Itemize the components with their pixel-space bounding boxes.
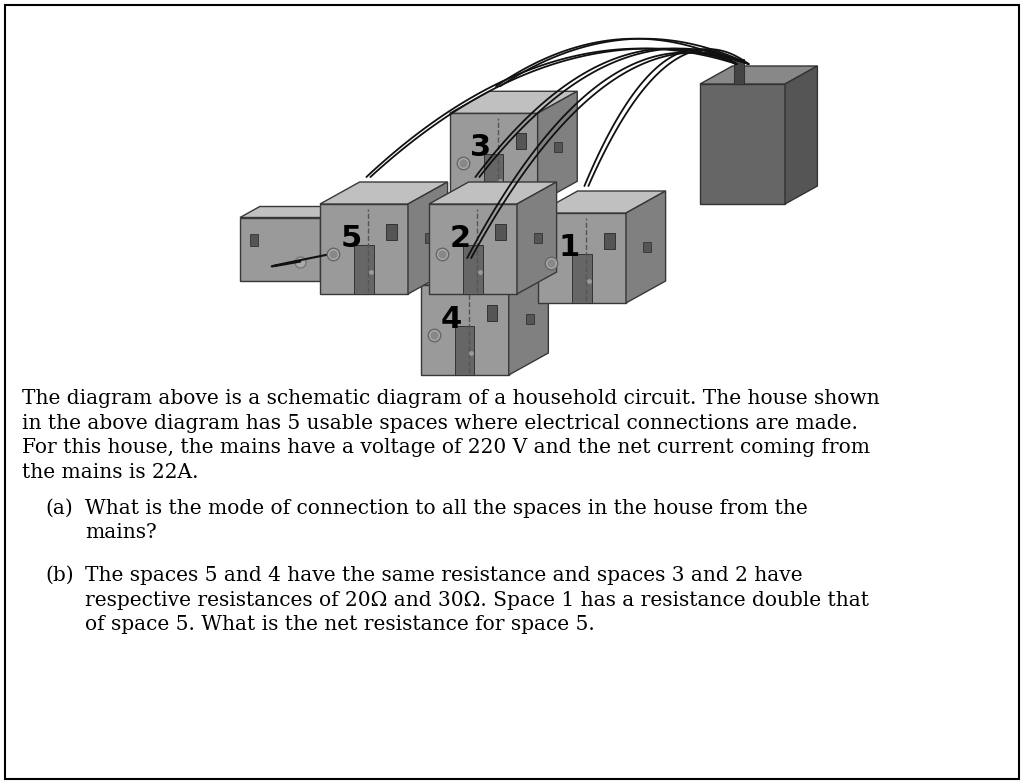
Text: 2: 2	[450, 223, 470, 252]
Text: 3: 3	[470, 133, 490, 162]
Text: The diagram above is a schematic diagram of a household circuit. The house shown: The diagram above is a schematic diagram…	[22, 389, 880, 408]
Text: 1: 1	[558, 233, 580, 262]
Polygon shape	[517, 182, 557, 294]
Polygon shape	[484, 154, 504, 203]
Polygon shape	[700, 84, 785, 204]
Polygon shape	[354, 245, 374, 294]
Text: For this house, the mains have a voltage of 220 V and the net current coming fro: For this house, the mains have a voltage…	[22, 438, 870, 457]
Polygon shape	[450, 113, 538, 203]
Polygon shape	[626, 191, 666, 303]
Polygon shape	[429, 182, 557, 204]
Polygon shape	[700, 66, 817, 84]
Text: The spaces 5 and 4 have the same resistance and spaces 3 and 2 have: The spaces 5 and 4 have the same resista…	[85, 566, 803, 585]
Text: What is the mode of connection to all the spaces in the house from the: What is the mode of connection to all th…	[85, 499, 808, 518]
Polygon shape	[538, 213, 626, 303]
Bar	[386, 223, 396, 240]
Bar	[734, 59, 744, 84]
Polygon shape	[455, 325, 474, 375]
Polygon shape	[463, 245, 482, 294]
Bar	[250, 234, 258, 246]
Polygon shape	[240, 206, 340, 217]
Bar	[554, 142, 562, 152]
Bar	[643, 242, 651, 252]
Polygon shape	[429, 204, 517, 294]
Text: in the above diagram has 5 usable spaces where electrical connections are made.: in the above diagram has 5 usable spaces…	[22, 413, 858, 433]
Bar	[486, 305, 498, 321]
Text: the mains is 22A.: the mains is 22A.	[22, 463, 199, 481]
Polygon shape	[408, 182, 447, 294]
Polygon shape	[319, 182, 447, 204]
Polygon shape	[572, 253, 592, 303]
Polygon shape	[421, 263, 548, 285]
Bar	[534, 233, 542, 243]
Polygon shape	[240, 217, 319, 281]
Polygon shape	[450, 91, 578, 113]
Polygon shape	[785, 66, 817, 204]
Polygon shape	[319, 204, 408, 294]
Polygon shape	[509, 263, 548, 375]
Text: 4: 4	[441, 305, 462, 334]
Polygon shape	[538, 191, 666, 213]
Text: of space 5. What is the net resistance for space 5.: of space 5. What is the net resistance f…	[85, 615, 595, 634]
Text: 5: 5	[340, 223, 361, 252]
Text: mains?: mains?	[85, 524, 157, 543]
Bar	[525, 314, 534, 324]
Polygon shape	[538, 91, 578, 203]
Bar	[516, 133, 526, 149]
Text: (b): (b)	[45, 566, 74, 585]
Bar	[495, 223, 506, 240]
Text: (a): (a)	[45, 499, 73, 518]
Bar	[604, 233, 614, 249]
Polygon shape	[421, 285, 509, 375]
Bar	[425, 233, 433, 243]
Text: respective resistances of 20Ω and 30Ω. Space 1 has a resistance double that: respective resistances of 20Ω and 30Ω. S…	[85, 590, 869, 609]
